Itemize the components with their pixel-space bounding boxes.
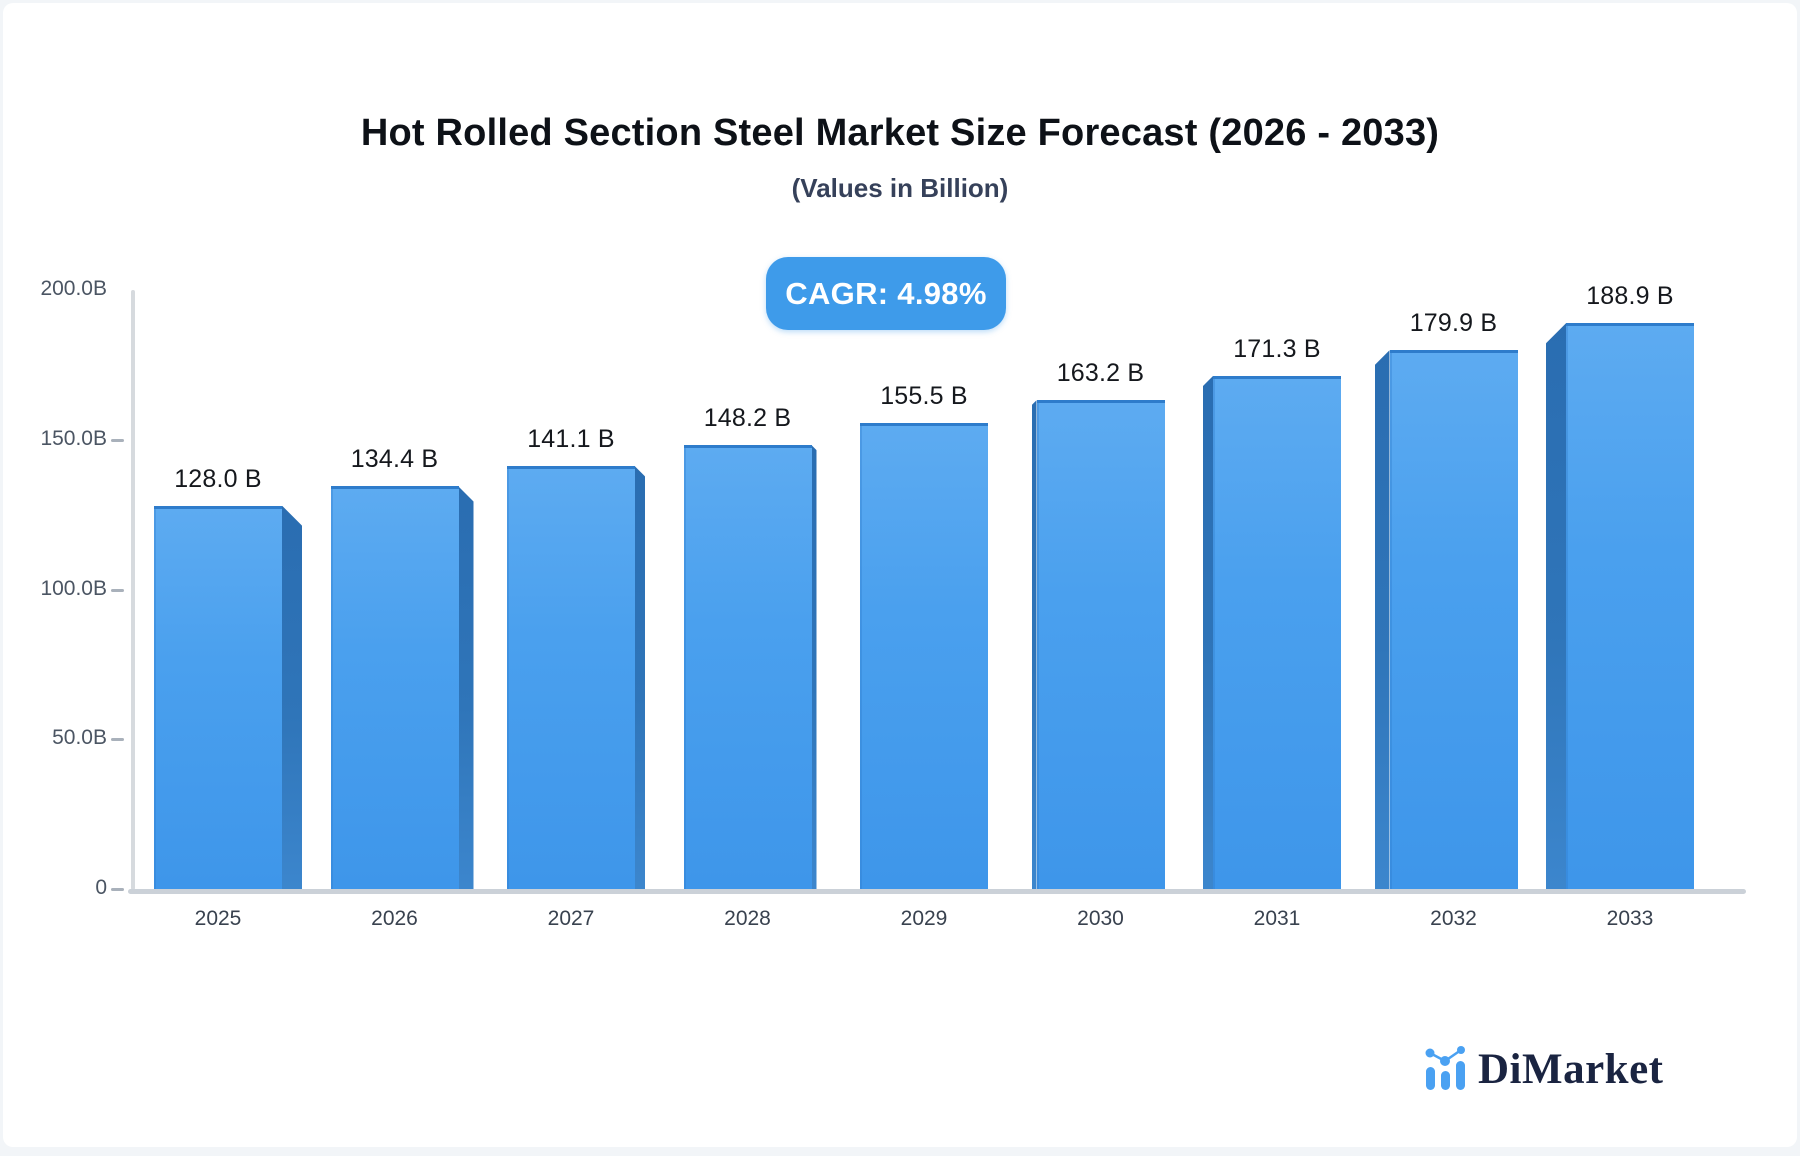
- bar-value-label: 134.4 B: [350, 445, 439, 474]
- bar-2025: [154, 505, 282, 889]
- chart-title: Hot Rolled Section Steel Market Size For…: [360, 112, 1440, 154]
- x-axis-label: 2031: [1253, 907, 1301, 930]
- bar-value-label: 148.2 B: [703, 404, 792, 433]
- bar-value-label: 188.9 B: [1586, 282, 1674, 311]
- bar-value-label: 141.1 B: [527, 425, 615, 454]
- bar-2032: [1389, 350, 1518, 889]
- bar-value-label: 163.2 B: [1056, 359, 1145, 388]
- bar-2028: [683, 445, 812, 889]
- y-axis-label: 50.0B: [52, 726, 107, 750]
- x-axis-label: 2030: [1077, 907, 1124, 930]
- y-axis-tick: [111, 588, 124, 592]
- x-axis-label: 2026: [371, 907, 418, 930]
- chart-card: Hot Rolled Section Steel Market Size For…: [3, 3, 1797, 1147]
- bar-value-label: 128.0 B: [174, 464, 262, 493]
- x-axis-baseline: [128, 889, 1746, 894]
- bar-2026: [330, 486, 459, 889]
- bar-side-face-2027: [635, 466, 645, 889]
- bar-2031: [1213, 375, 1341, 889]
- bar-side-face-2028: [811, 445, 817, 889]
- bar-2027: [507, 466, 635, 889]
- bar-2029: [860, 423, 988, 889]
- bar-value-label: 179.9 B: [1409, 309, 1498, 338]
- bar-side-face-2033: [1546, 323, 1566, 889]
- bar-chart-trend-icon: [1425, 1046, 1465, 1090]
- bar-side-face-2031: [1203, 375, 1213, 889]
- bar-side-face-2025: [282, 505, 302, 889]
- x-axis-label: 2033: [1606, 907, 1654, 930]
- plot-area: 200.0B 150.0B 100.0B 50.0B 0 128.0 B 2025 134.…: [3, 3, 1797, 1147]
- bar-2033: [1566, 323, 1694, 889]
- bar-2030: [1036, 400, 1165, 889]
- cagr-badge: CAGR: 4.98%: [766, 257, 1006, 330]
- y-axis-tick: [111, 738, 124, 742]
- brand-watermark: DiMarket: [1424, 1043, 1664, 1095]
- y-axis-line: [131, 290, 135, 890]
- bar-side-face-2026: [458, 486, 474, 889]
- cagr-badge-label: CAGR: 4.98%: [785, 275, 987, 311]
- y-axis-tick: [111, 438, 124, 442]
- x-axis-label: 2029: [900, 907, 948, 930]
- y-axis-label: 0: [95, 876, 107, 899]
- brand-name: DiMarket: [1478, 1045, 1664, 1093]
- bar-side-face-2030: [1031, 400, 1037, 889]
- x-axis-label: 2028: [724, 907, 771, 930]
- bar-side-face-2032: [1374, 350, 1390, 889]
- bar-value-label: 155.5 B: [880, 382, 968, 411]
- y-axis-label: 100.0B: [40, 576, 107, 600]
- x-axis-label: 2025: [194, 907, 242, 930]
- x-axis-label: 2032: [1430, 907, 1477, 930]
- bar-value-label: 171.3 B: [1233, 334, 1321, 363]
- y-axis-label: 200.0B: [40, 277, 107, 300]
- chart-subtitle: (Values in Billion): [791, 173, 1009, 203]
- x-axis-label: 2027: [547, 907, 595, 930]
- y-axis-label: 150.0B: [40, 426, 107, 450]
- y-axis-tick: [111, 888, 124, 891]
